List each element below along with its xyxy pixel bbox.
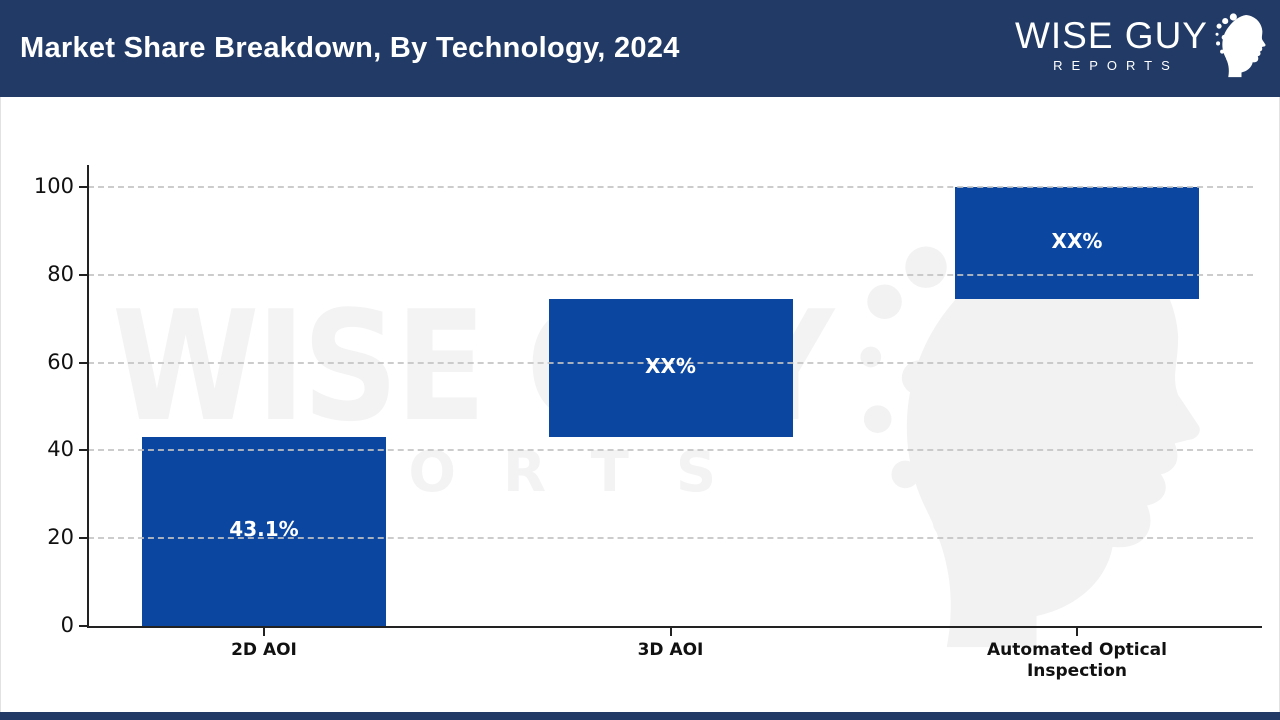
logo-wordmark: WISE GUY [1014, 14, 1208, 56]
y-tick-label: 40 [47, 437, 74, 462]
bar-value-label: XX% [1051, 228, 1103, 253]
gridline [88, 449, 1253, 452]
x-tick-mark [263, 628, 265, 636]
y-tick-label: 80 [47, 261, 74, 286]
x-tick-mark [669, 628, 672, 636]
chart-plot-area: 0 20 40 60 80 100 43.1% 2D AOI XX% 3D AOI XX% Autom… [0, 97, 1280, 712]
gridline [88, 537, 1253, 540]
gridline [88, 361, 1253, 364]
page-title: Market Share Breakdown, By Technology, 2… [20, 32, 680, 64]
y-tick-label: 20 [47, 525, 74, 550]
y-tick-label: 100 [33, 174, 74, 198]
y-tick-mark [79, 186, 87, 188]
y-tick-label: 0 [60, 613, 74, 637]
logo-text: WISE GUY REPORTS [1014, 14, 1208, 74]
wise-guy-reports-logo: WISE GUY REPORTS [1015, 10, 1270, 80]
y-tick-mark [79, 361, 87, 364]
y-tick-mark [79, 625, 87, 627]
x-tick-label: 2D AOI [231, 640, 297, 660]
bar [548, 298, 793, 437]
footer-bar [0, 712, 1280, 720]
x-tick-mark [1076, 628, 1078, 636]
y-tick-mark [79, 449, 87, 452]
x-axis-spine [87, 626, 1262, 628]
y-tick-label: 60 [47, 349, 74, 374]
bar [142, 436, 386, 626]
y-tick-mark [79, 537, 87, 540]
x-tick-label: Automated Optical Inspection [987, 640, 1167, 682]
header-bar: Market Share Breakdown, By Technology, 2… [0, 0, 1280, 97]
bar-value-label: 43.1% [229, 517, 299, 542]
x-tick-label: 3D AOI [637, 640, 704, 660]
bar-value-label: XX% [645, 353, 696, 378]
gridline [88, 273, 1253, 276]
logo-subtitle: REPORTS [1053, 58, 1179, 74]
y-tick-mark [79, 273, 87, 276]
gridline [88, 186, 1253, 188]
face-profile-icon [1215, 13, 1266, 78]
bar [955, 187, 1199, 299]
y-axis-spine [87, 165, 89, 626]
